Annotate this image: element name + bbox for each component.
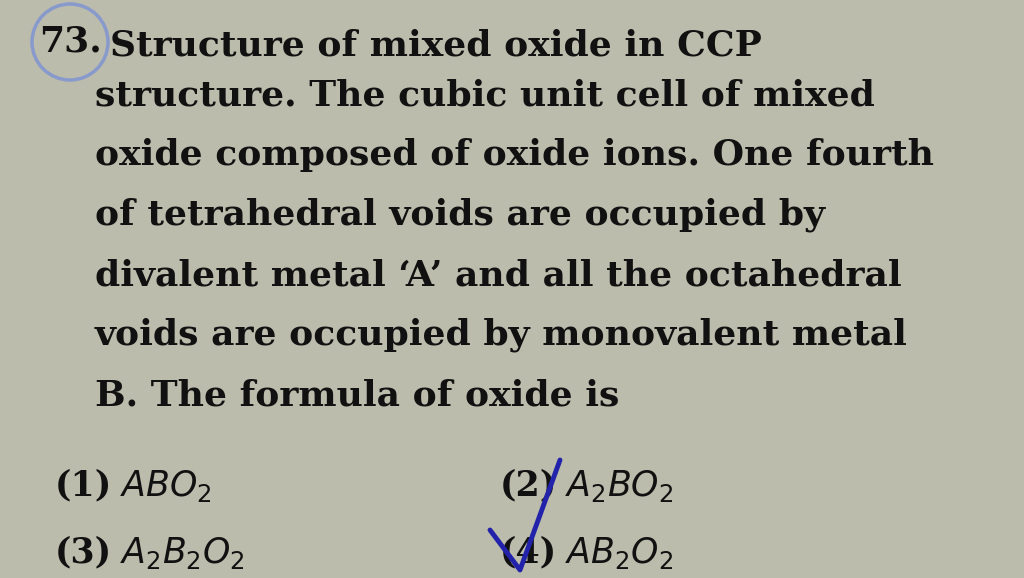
Text: (2): (2) bbox=[500, 468, 557, 502]
Text: $AB_2O_2$: $AB_2O_2$ bbox=[565, 535, 674, 571]
Text: (3): (3) bbox=[55, 535, 112, 569]
Text: B. The formula of oxide is: B. The formula of oxide is bbox=[95, 378, 620, 412]
Text: 73.: 73. bbox=[39, 25, 101, 59]
Text: of tetrahedral voids are occupied by: of tetrahedral voids are occupied by bbox=[95, 198, 825, 232]
Text: (4): (4) bbox=[500, 535, 557, 569]
Text: $A_2B_2O_2$: $A_2B_2O_2$ bbox=[120, 535, 245, 571]
Text: (1): (1) bbox=[55, 468, 113, 502]
Text: oxide composed of oxide ions. One fourth: oxide composed of oxide ions. One fourth bbox=[95, 138, 934, 172]
Text: voids are occupied by monovalent metal: voids are occupied by monovalent metal bbox=[95, 318, 908, 353]
Text: Structure of mixed oxide in CCP: Structure of mixed oxide in CCP bbox=[110, 28, 762, 62]
Text: $ABO_2$: $ABO_2$ bbox=[120, 468, 212, 504]
Text: structure. The cubic unit cell of mixed: structure. The cubic unit cell of mixed bbox=[95, 78, 874, 112]
Text: divalent metal ‘A’ and all the octahedral: divalent metal ‘A’ and all the octahedra… bbox=[95, 258, 901, 292]
Text: $A_2BO_2$: $A_2BO_2$ bbox=[565, 468, 674, 504]
